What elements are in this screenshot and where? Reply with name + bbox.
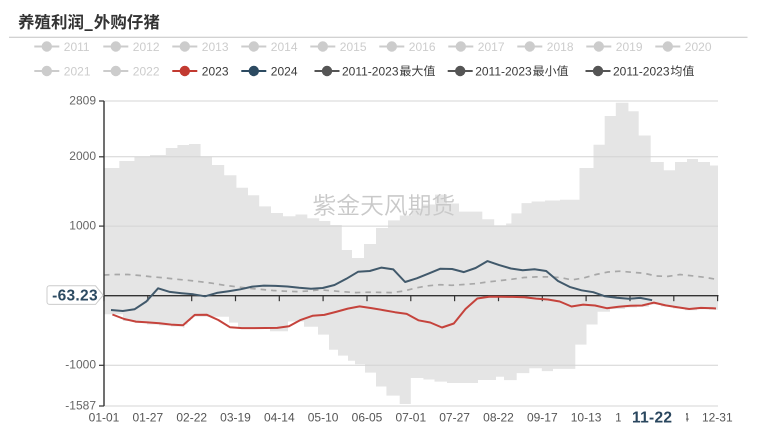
svg-text:2011-2023: 2011-2023 <box>342 64 399 78</box>
svg-text:01-27: 01-27 <box>132 410 163 424</box>
svg-text:-63.23: -63.23 <box>52 288 98 305</box>
svg-text:09-17: 09-17 <box>527 410 558 424</box>
svg-text:2017: 2017 <box>478 40 505 54</box>
svg-text:2020: 2020 <box>685 40 712 54</box>
svg-text:2023: 2023 <box>202 64 229 78</box>
svg-text:-1587: -1587 <box>65 398 96 412</box>
svg-text:2013: 2013 <box>202 40 229 54</box>
svg-text:2011-2023: 2011-2023 <box>475 64 532 78</box>
svg-text:11-22: 11-22 <box>632 409 672 426</box>
svg-text:2012: 2012 <box>133 40 160 54</box>
svg-text:2021: 2021 <box>64 64 91 78</box>
svg-text:06-05: 06-05 <box>352 410 383 424</box>
svg-text:2019: 2019 <box>616 40 643 54</box>
svg-text:02-22: 02-22 <box>176 410 207 424</box>
svg-text:2014: 2014 <box>271 40 298 54</box>
svg-text:2011-2023: 2011-2023 <box>613 64 670 78</box>
svg-text:07-01: 07-01 <box>395 410 426 424</box>
svg-text:2809: 2809 <box>69 93 96 107</box>
svg-text:2018: 2018 <box>547 40 574 54</box>
svg-text:10-13: 10-13 <box>571 410 602 424</box>
svg-text:07-27: 07-27 <box>439 410 470 424</box>
svg-text:08-22: 08-22 <box>483 410 514 424</box>
svg-text:1000: 1000 <box>69 219 96 233</box>
svg-text:2024: 2024 <box>271 64 298 78</box>
svg-text:-1000: -1000 <box>65 358 96 372</box>
svg-text:03-19: 03-19 <box>220 410 251 424</box>
svg-text:2000: 2000 <box>69 149 96 163</box>
svg-text:04-14: 04-14 <box>264 410 295 424</box>
svg-text:2022: 2022 <box>133 64 160 78</box>
svg-text:2016: 2016 <box>409 40 436 54</box>
svg-text:2015: 2015 <box>340 40 367 54</box>
svg-text:01-01: 01-01 <box>89 410 120 424</box>
svg-text:05-10: 05-10 <box>308 410 339 424</box>
svg-text:12-31: 12-31 <box>702 410 733 424</box>
svg-text:2011: 2011 <box>64 40 90 54</box>
